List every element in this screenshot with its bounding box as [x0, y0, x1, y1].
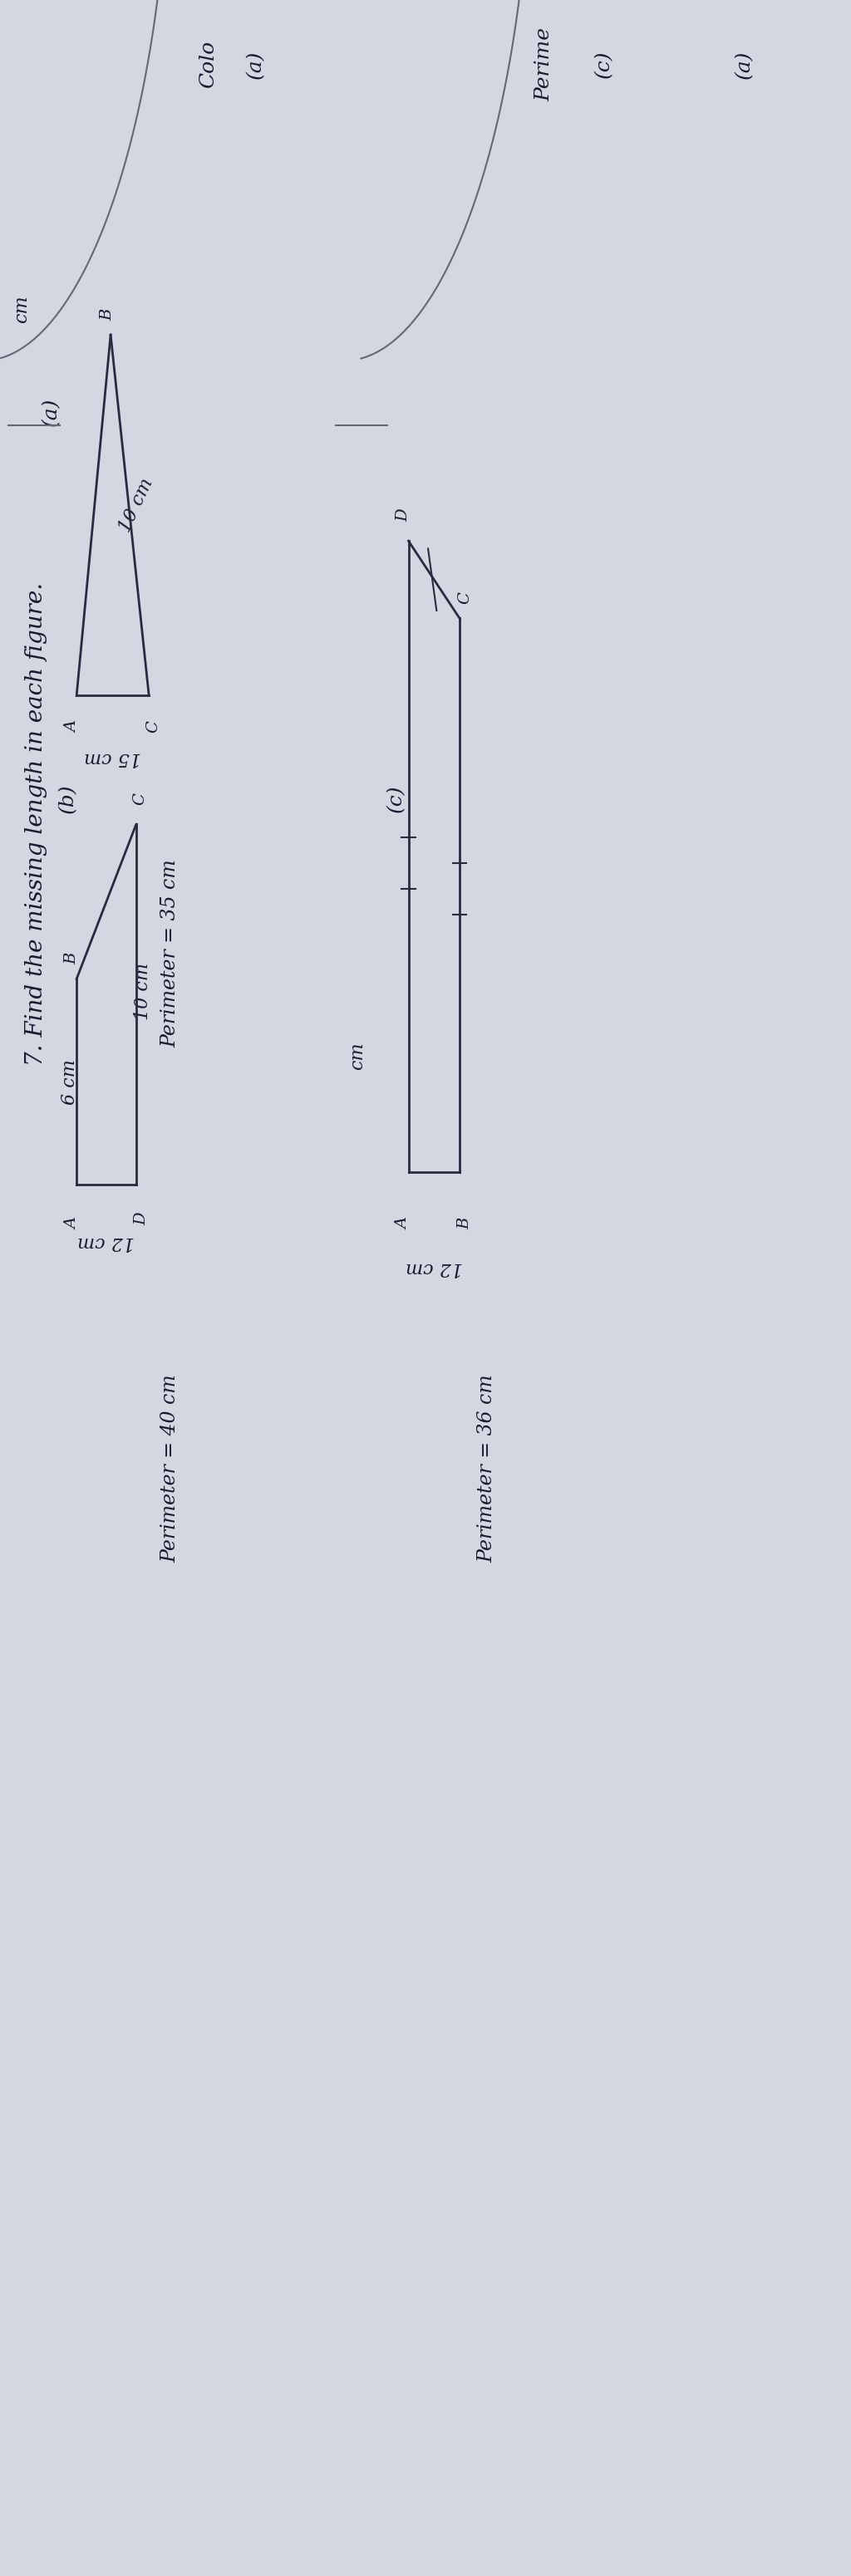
Text: D: D [396, 507, 411, 523]
Text: Perimeter = 40 cm: Perimeter = 40 cm [161, 1373, 180, 1564]
Text: (b): (b) [59, 783, 77, 814]
Text: B: B [457, 1218, 472, 1229]
Text: Perime: Perime [535, 28, 554, 100]
Text: 6 cm: 6 cm [60, 1059, 79, 1105]
Text: (a): (a) [42, 397, 60, 428]
Text: D: D [134, 1211, 149, 1226]
Text: (a): (a) [735, 49, 754, 80]
Text: A: A [65, 1218, 80, 1229]
Text: 12 cm: 12 cm [405, 1257, 463, 1278]
Text: (a): (a) [246, 49, 265, 80]
Text: 7. Find the missing length in each figure.: 7. Find the missing length in each figur… [25, 582, 47, 1066]
Text: A: A [65, 721, 80, 732]
Text: 10 cm: 10 cm [116, 474, 157, 536]
Text: Perimeter = 36 cm: Perimeter = 36 cm [477, 1373, 496, 1564]
Text: Perimeter = 35 cm: Perimeter = 35 cm [161, 858, 180, 1048]
Text: C: C [457, 592, 472, 603]
Text: 12 cm: 12 cm [77, 1231, 135, 1252]
Text: 15 cm: 15 cm [83, 747, 141, 768]
Text: cm: cm [12, 296, 31, 322]
Text: B: B [64, 953, 79, 963]
Text: C: C [132, 793, 147, 804]
Text: 10 cm: 10 cm [134, 963, 152, 1020]
Text: C: C [146, 721, 161, 732]
Text: Colo: Colo [199, 41, 218, 88]
Text: (c): (c) [595, 52, 614, 77]
Text: (c): (c) [386, 786, 405, 811]
Text: B: B [100, 309, 115, 319]
Text: A: A [396, 1218, 411, 1229]
Text: cm: cm [348, 1043, 367, 1069]
